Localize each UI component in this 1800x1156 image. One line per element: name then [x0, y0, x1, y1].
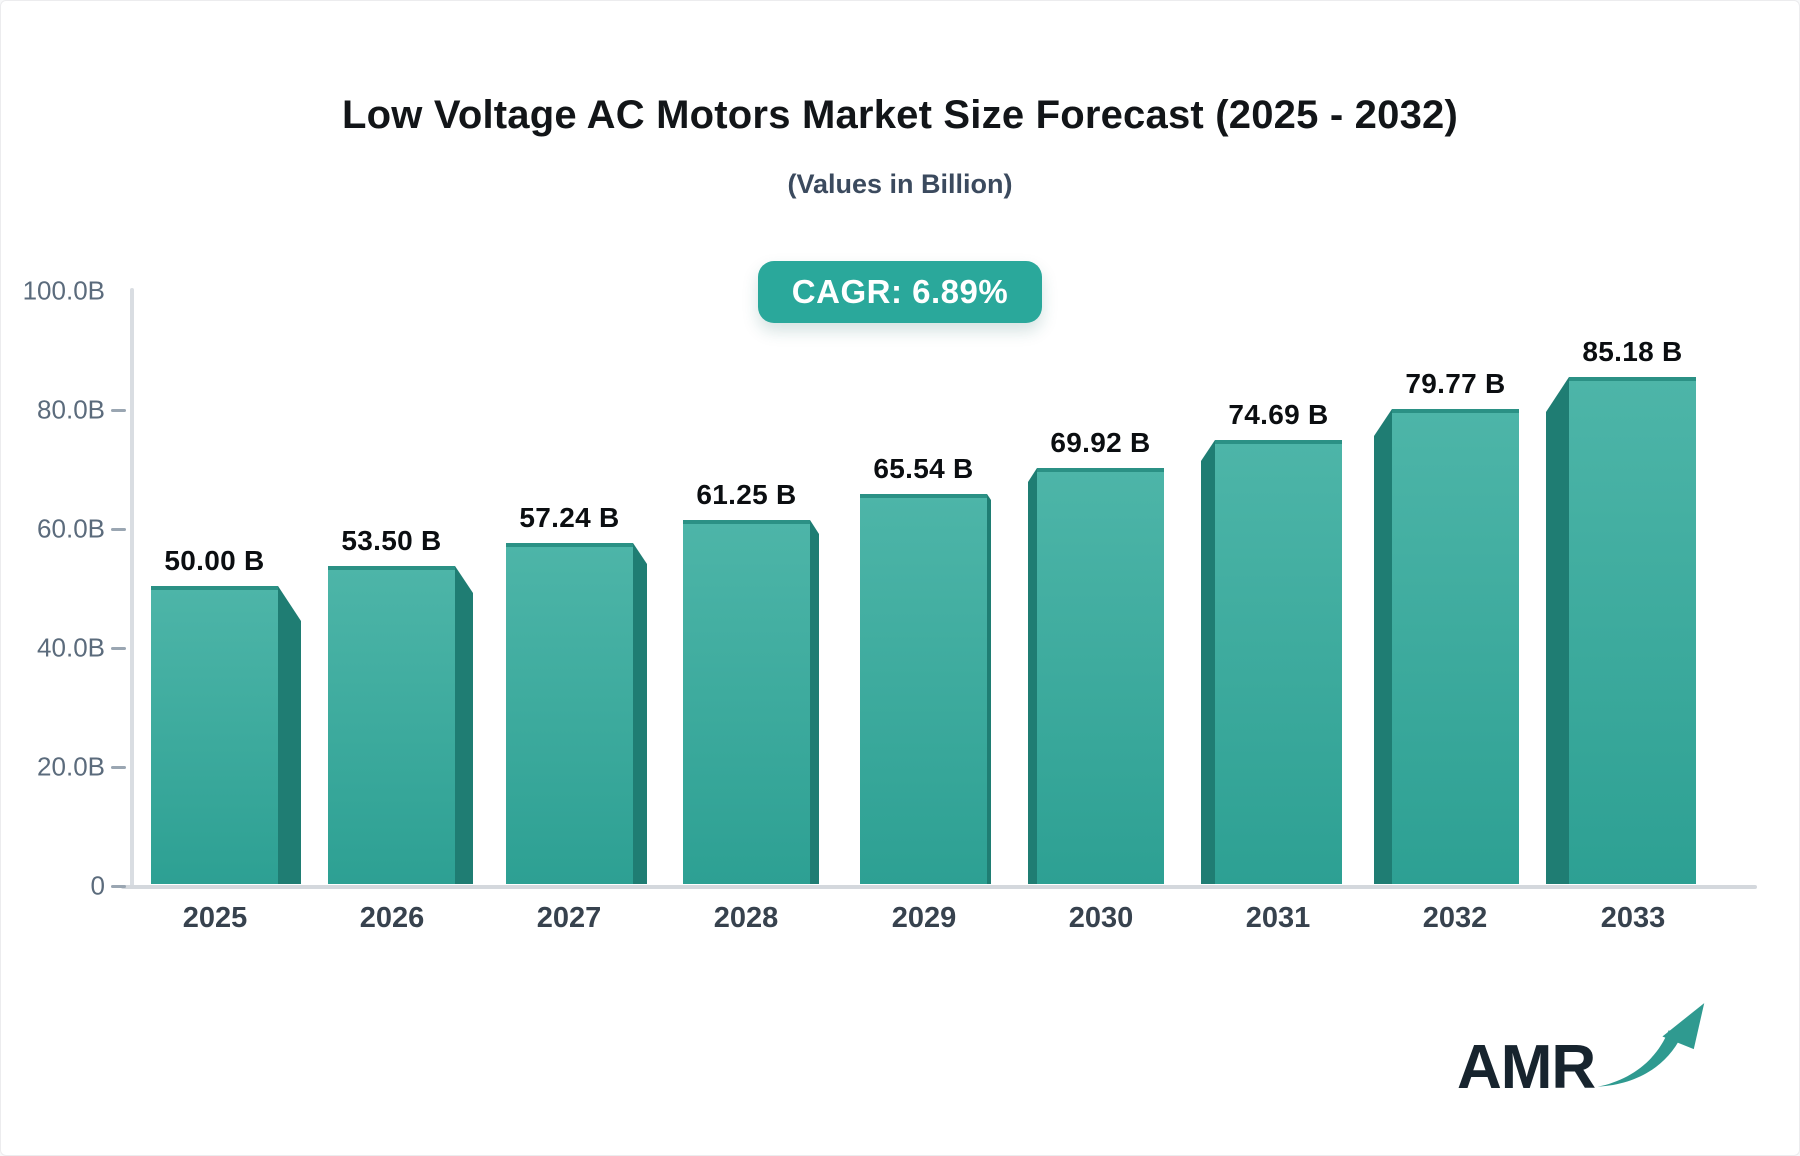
bar-side-shade: [1546, 377, 1569, 884]
x-tick-label-2027: 2027: [536, 902, 602, 934]
bar-face: [328, 566, 455, 884]
bar-value-label: 50.00 B: [164, 545, 265, 576]
bar-2033[interactable]: [1546, 377, 1696, 884]
cagr-badge: CAGR: 6.89%: [757, 261, 1043, 323]
x-tick-label-2026: 2026: [359, 902, 425, 934]
bar-face: [151, 586, 278, 884]
bar-value-label: 85.18 B: [1582, 336, 1683, 367]
bar-value-label: 69.92 B: [1050, 427, 1151, 458]
y-tick-mark: [111, 646, 126, 650]
chart-title: Low Voltage AC Motors Market Size Foreca…: [342, 93, 1458, 137]
bar-face: [860, 494, 987, 884]
y-tick-label: 20.0B: [37, 751, 105, 782]
bar-face: [1215, 440, 1342, 884]
bar-value-label: 53.50 B: [341, 525, 442, 556]
brand-logo: AMR: [1457, 997, 1717, 1107]
bar-side-shade: [455, 566, 473, 884]
bar-2025[interactable]: [151, 586, 301, 884]
bar-side-shade: [1201, 440, 1215, 884]
bar-side-shade: [810, 520, 819, 884]
x-tick-label-2033: 2033: [1600, 902, 1666, 934]
bar-2031[interactable]: [1201, 440, 1342, 884]
bar-2030[interactable]: [1028, 468, 1164, 884]
y-tick-label: 40.0B: [37, 632, 105, 663]
bar-2029[interactable]: [860, 494, 991, 884]
bar-side-shade: [987, 494, 991, 884]
x-tick-label-2031: 2031: [1245, 902, 1311, 934]
x-tick-label-2028: 2028: [713, 902, 779, 934]
y-tick-mark: [111, 527, 126, 531]
x-tick-label-2032: 2032: [1422, 902, 1488, 934]
chart-subtitle: (Values in Billion): [787, 169, 1013, 199]
x-axis-line: [121, 885, 1757, 889]
y-tick-mark: [111, 884, 126, 888]
bar-side-shade: [1028, 468, 1037, 884]
bar-face: [1392, 409, 1519, 884]
bar-value-label: 74.69 B: [1228, 399, 1329, 430]
bar-value-label: 61.25 B: [696, 479, 797, 510]
bar-value-label: 57.24 B: [519, 502, 620, 533]
bar-face: [683, 520, 810, 884]
y-tick-label: 80.0B: [37, 394, 105, 425]
bar-side-shade: [1374, 409, 1392, 884]
y-axis-line: [130, 288, 134, 888]
trend-up-arrow-icon: [1597, 1003, 1705, 1087]
x-tick-label-2025: 2025: [182, 902, 248, 934]
bar-side-shade: [633, 543, 647, 884]
cagr-badge-row: CAGR: 6.89%: [1, 261, 1799, 323]
bar-2026[interactable]: [328, 566, 473, 884]
bar-value-label: 65.54 B: [873, 453, 974, 484]
bar-side-shade: [278, 586, 301, 884]
bar-face: [1569, 377, 1696, 884]
y-tick-label: 0: [90, 870, 105, 901]
bar-face: [506, 543, 633, 884]
y-tick-mark: [111, 765, 126, 769]
bar-face: [1037, 468, 1164, 884]
bar-2027[interactable]: [506, 543, 647, 884]
bar-value-label: 79.77 B: [1405, 368, 1506, 399]
bar-2032[interactable]: [1374, 409, 1519, 884]
brand-logo-text: AMR: [1457, 1033, 1596, 1102]
y-tick-label: 60.0B: [37, 513, 105, 544]
x-tick-label-2030: 2030: [1068, 902, 1134, 934]
bar-2028[interactable]: [683, 520, 819, 884]
x-tick-label-2029: 2029: [891, 902, 957, 934]
y-tick-mark: [111, 408, 126, 412]
y-tick-label: 100.0B: [22, 275, 105, 306]
